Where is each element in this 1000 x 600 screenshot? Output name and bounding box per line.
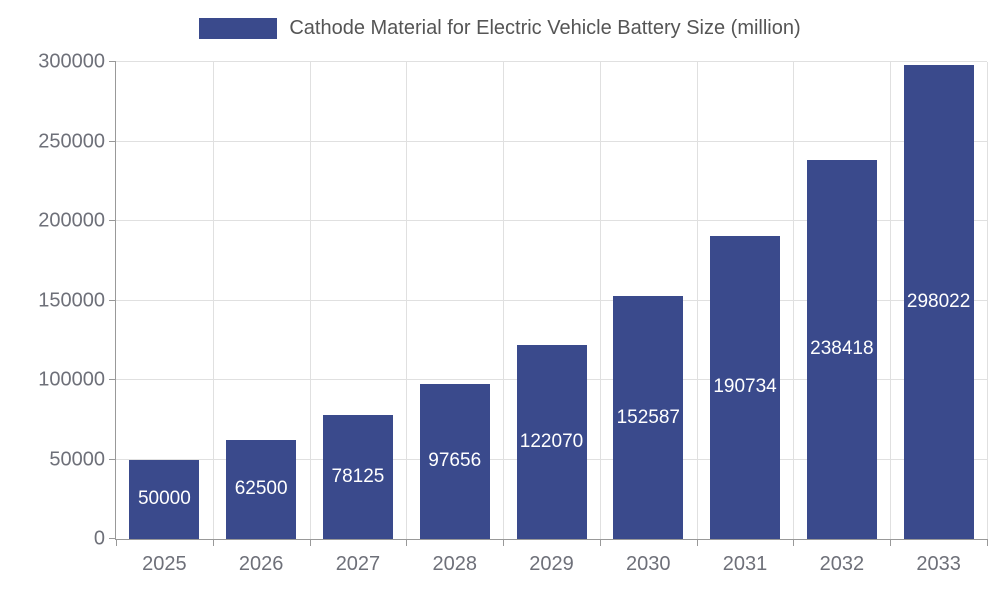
bar-2026[interactable]: 62500 (226, 439, 297, 539)
bar-2028[interactable]: 97656 (419, 383, 490, 539)
bar-value-label: 78125 (331, 465, 385, 487)
gridline-horizontal (116, 61, 987, 62)
bar-value-label: 62500 (234, 478, 288, 500)
gridline-vertical (793, 62, 795, 539)
y-axis-tick (109, 538, 116, 539)
gridline-horizontal (116, 299, 987, 301)
bar-2030[interactable]: 152587 (613, 296, 684, 539)
plot-wrap: 0 50000 100000 150000 200000 250000 300000 5000… (38, 51, 988, 575)
plot-area: 0 50000 100000 150000 200000 250000 300000 5000… (38, 51, 988, 575)
y-axis-tick (109, 299, 116, 301)
y-axis-tick (109, 458, 116, 460)
gridline-vertical (696, 62, 698, 539)
y-axis-tick-label: 100000 (38, 368, 105, 391)
x-axis-tick-label: 2028 (432, 553, 477, 575)
gridline-vertical (890, 62, 892, 539)
y-axis-tick-label: 250000 (38, 130, 105, 152)
bar-value-label: 50000 (137, 488, 191, 510)
gridline-horizontal (116, 140, 987, 142)
x-axis-tick-label: 2029 (529, 553, 574, 575)
y-axis-tick (109, 61, 116, 62)
y-axis-tick-label: 300000 (38, 50, 105, 73)
y-axis-tick (109, 220, 116, 222)
x-axis-tick (599, 539, 601, 546)
gridline-horizontal (116, 220, 987, 222)
bar-2032[interactable]: 238418 (806, 159, 877, 539)
y-axis-tick (109, 379, 116, 381)
bar-value-label: 190734 (713, 376, 777, 398)
x-axis-tick (696, 539, 698, 546)
x-axis-tick-label: 2030 (626, 553, 671, 575)
x-axis-tick (309, 539, 311, 546)
x-axis-tick-label: 2033 (916, 553, 961, 575)
bar-value-label: 122070 (519, 430, 584, 452)
x-axis-tick-label: 2032 (819, 553, 865, 575)
gridline-vertical (599, 62, 601, 539)
bar-value-label: 298022 (906, 291, 971, 313)
bar-value-label: 152587 (616, 406, 680, 428)
x-axis-tick (116, 539, 117, 546)
x-axis-tick-label: 2025 (142, 553, 187, 575)
gridline-vertical (309, 62, 311, 539)
x-axis-tick-label: 2031 (722, 553, 768, 575)
x-axis-tick-label: 2026 (238, 553, 284, 575)
legend-swatch (199, 18, 278, 39)
x-axis-tick (212, 539, 214, 546)
y-axis-tick-label: 200000 (38, 209, 105, 232)
x-axis-tick (987, 539, 988, 546)
gridline-vertical (212, 62, 214, 539)
x-axis-tick-label: 2027 (335, 553, 381, 575)
x-axis-tick (503, 539, 505, 546)
bar-2033[interactable]: 298022 (903, 65, 974, 539)
y-axis-tick-label: 50000 (49, 448, 105, 471)
gridline-vertical (503, 62, 505, 539)
bar-value-label: 97656 (428, 450, 482, 472)
bar-2029[interactable]: 122070 (516, 344, 587, 539)
y-axis-tick-label: 150000 (38, 289, 105, 311)
x-axis-tick (793, 539, 795, 546)
y-axis-tick-label: 0 (93, 527, 105, 550)
bar-2027[interactable]: 78125 (322, 414, 393, 539)
x-axis-tick (406, 539, 408, 546)
x-axis-tick (890, 539, 892, 546)
bar-2025[interactable]: 50000 (129, 459, 200, 539)
bar-2031[interactable]: 190734 (710, 235, 781, 539)
legend-item[interactable]: Cathode Material for Electric Vehicle Ba… (0, 17, 1000, 40)
bar-value-label: 238418 (810, 338, 874, 360)
legend-label: Cathode Material for Electric Vehicle Ba… (289, 17, 801, 39)
y-axis-tick (109, 140, 116, 142)
gridline-vertical (406, 62, 408, 539)
